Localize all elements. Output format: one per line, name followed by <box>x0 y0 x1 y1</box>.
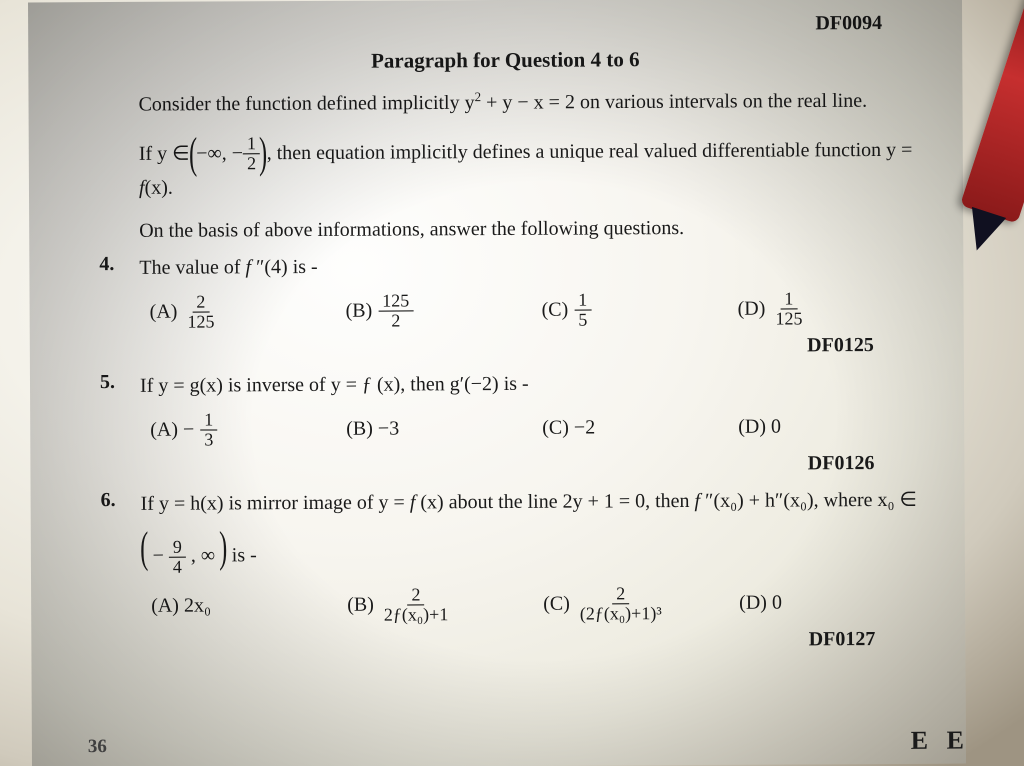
q5-opt-d: (D) 0 <box>738 415 934 439</box>
q5-options: (A) − 13 (B) −3 (C) −2 (D) 0 <box>150 407 934 450</box>
basis-line: On the basis of above informations, answ… <box>139 216 913 243</box>
if-post2: (x). <box>144 173 172 204</box>
question-4: 4. The value of f ″(4) is - <box>99 249 933 283</box>
q5-number: 5. <box>100 371 140 401</box>
if-post: , then equation implicitly defines a uni… <box>267 134 913 168</box>
q6-opt-a: (A) 2x₀ <box>151 593 347 617</box>
rparen-icon: ) <box>259 138 267 169</box>
q4-options: (A) 2125 (B) 1252 (C) 15 (D) 1125 <box>150 289 934 332</box>
if-pre: If y ∈ <box>139 138 190 169</box>
pen-icon <box>960 0 1024 224</box>
q4-opt-d: (D) 1125 <box>738 289 934 329</box>
lparen-icon: ( <box>189 138 197 169</box>
q5-opt-a: (A) − 13 <box>150 410 346 450</box>
q4-opt-b: (B) 1252 <box>346 291 542 331</box>
q5-text: If y = g(x) is inverse of y = ƒ (x), the… <box>140 367 934 401</box>
question-6: 6. If y = h(x) is mirror image of y = f … <box>101 485 935 577</box>
page-number: 36 <box>88 736 107 758</box>
q6-options: (A) 2x₀ (B) 22ƒ(x₀)+1 (C) 2(2ƒ(x₀)+1)³ (… <box>151 583 935 626</box>
q6-text: If y = h(x) is mirror image of y = f (x)… <box>141 485 935 577</box>
q6-opt-d: (D) 0 <box>739 590 935 614</box>
lparen2-icon: ( <box>140 533 148 564</box>
interval-frac: 1 2 <box>243 134 260 173</box>
q5-opt-c: (C) −2 <box>542 416 738 440</box>
code-q5: DF0126 <box>80 452 874 479</box>
edge-letters: E E <box>911 726 970 756</box>
q6-opt-c: (C) 2(2ƒ(x₀)+1)³ <box>543 584 739 624</box>
interval-left: −∞, − <box>196 138 243 169</box>
paragraph-intro: Consider the function defined implicitly… <box>138 85 912 121</box>
code-q4: DF0125 <box>80 334 874 361</box>
exam-page: DF0094 Paragraph for Question 4 to 6 Con… <box>28 0 966 766</box>
q4-text: The value of f ″(4) is - <box>139 249 933 283</box>
rparen2-icon: ) <box>219 532 227 563</box>
q4-opt-c: (C) 15 <box>542 290 738 330</box>
q4-number: 4. <box>99 253 139 283</box>
condition-line: If y ∈ ( −∞, − 1 2 ) , then equation imp… <box>139 130 913 204</box>
code-top: DF0094 <box>815 12 882 35</box>
q4-opt-a: (A) 2125 <box>150 292 346 332</box>
question-5: 5. If y = g(x) is inverse of y = ƒ (x), … <box>100 367 934 401</box>
q5-opt-b: (B) −3 <box>346 417 542 441</box>
code-q6: DF0127 <box>81 628 875 655</box>
paragraph-heading: Paragraph for Question 4 to 6 <box>78 46 932 75</box>
q6-number: 6. <box>101 489 141 577</box>
q6-opt-b: (B) 22ƒ(x₀)+1 <box>347 585 543 625</box>
